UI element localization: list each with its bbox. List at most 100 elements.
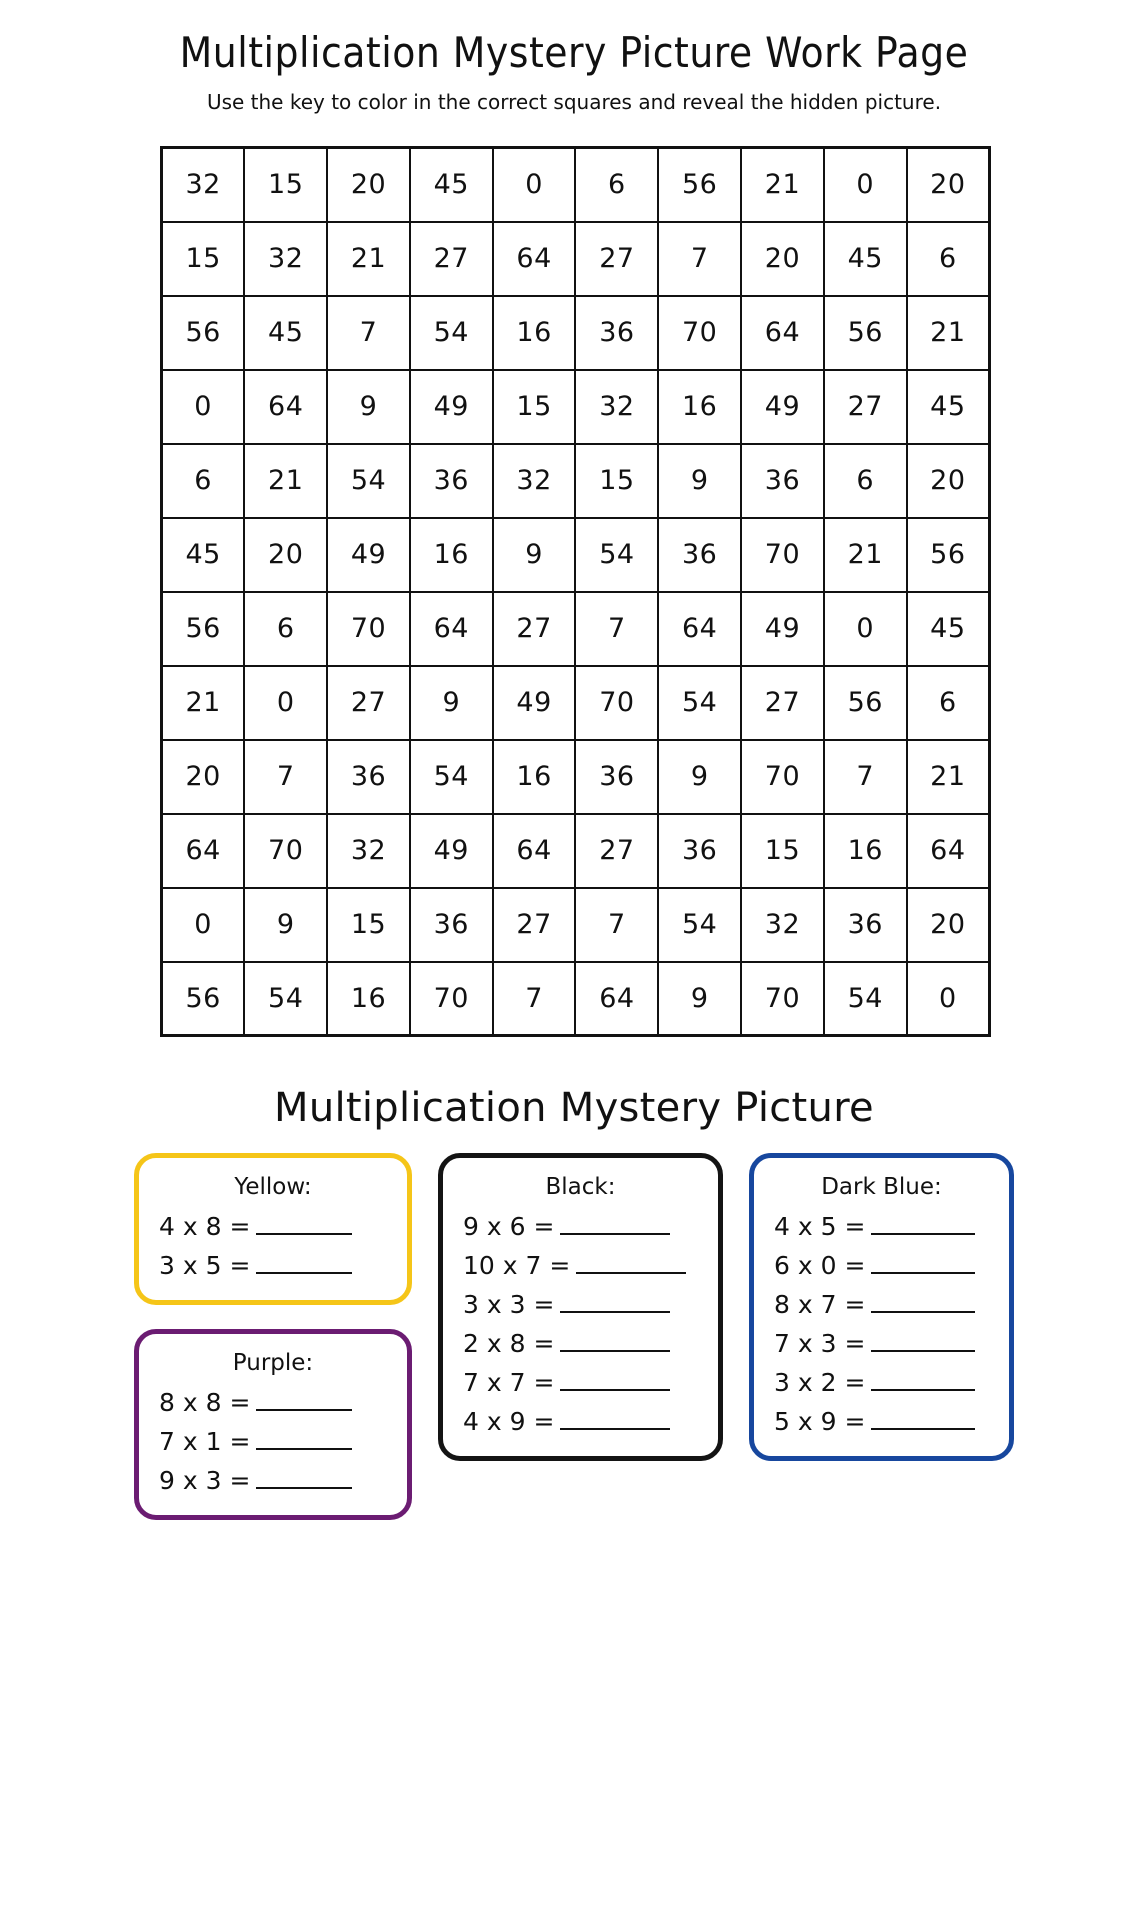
key-problem[interactable]: 3 x 5 = (159, 1251, 387, 1280)
grid-cell[interactable]: 56 (657, 146, 743, 223)
grid-cell[interactable]: 32 (740, 886, 825, 963)
grid-cell[interactable]: 70 (243, 812, 329, 889)
grid-cell[interactable]: 21 (160, 664, 246, 741)
grid-cell[interactable]: 27 (574, 812, 660, 889)
grid-cell[interactable]: 70 (740, 738, 825, 815)
grid-cell[interactable]: 45 (243, 294, 329, 371)
grid-cell[interactable]: 54 (657, 664, 743, 741)
grid-cell[interactable]: 64 (160, 812, 246, 889)
grid-cell[interactable]: 54 (408, 294, 494, 371)
key-problem[interactable]: 7 x 1 = (159, 1427, 387, 1456)
key-problem[interactable]: 9 x 3 = (159, 1466, 387, 1495)
key-problem[interactable]: 2 x 8 = (463, 1329, 698, 1358)
answer-blank[interactable] (256, 1469, 353, 1490)
grid-cell[interactable]: 0 (822, 146, 908, 223)
grid-cell[interactable]: 45 (905, 368, 991, 445)
grid-cell[interactable]: 16 (491, 738, 577, 815)
key-problem[interactable]: 3 x 3 = (463, 1290, 698, 1319)
answer-blank[interactable] (560, 1410, 671, 1431)
grid-cell[interactable]: 54 (243, 960, 329, 1037)
grid-cell[interactable]: 54 (574, 516, 660, 593)
grid-cell[interactable]: 32 (491, 442, 577, 519)
grid-cell[interactable]: 7 (491, 960, 577, 1037)
grid-cell[interactable]: 36 (408, 886, 494, 963)
grid-cell[interactable]: 36 (574, 294, 660, 371)
answer-blank[interactable] (871, 1371, 976, 1392)
key-problem[interactable]: 10 x 7 = (463, 1251, 698, 1280)
answer-blank[interactable] (871, 1410, 976, 1431)
grid-cell[interactable]: 16 (326, 960, 411, 1037)
key-problem[interactable]: 8 x 8 = (159, 1388, 387, 1417)
grid-cell[interactable]: 15 (326, 886, 411, 963)
key-box-purple[interactable]: Purple: 8 x 8 = 7 x 1 = 9 x 3 = (134, 1329, 412, 1521)
grid-cell[interactable]: 27 (408, 220, 494, 297)
grid-cell[interactable]: 56 (905, 516, 991, 593)
grid-cell[interactable]: 6 (574, 146, 660, 223)
key-problem[interactable]: 9 x 6 = (463, 1212, 698, 1241)
grid-cell[interactable]: 21 (740, 146, 825, 223)
grid-cell[interactable]: 36 (740, 442, 825, 519)
grid-cell[interactable]: 36 (657, 516, 743, 593)
grid-cell[interactable]: 0 (491, 146, 577, 223)
grid-cell[interactable]: 32 (160, 146, 246, 223)
grid-cell[interactable]: 20 (905, 146, 991, 223)
answer-blank[interactable] (256, 1430, 353, 1451)
grid-cell[interactable]: 64 (491, 812, 577, 889)
grid-cell[interactable]: 27 (491, 590, 577, 667)
grid-cell[interactable]: 36 (822, 886, 908, 963)
grid-cell[interactable]: 36 (574, 738, 660, 815)
grid-cell[interactable]: 20 (740, 220, 825, 297)
grid-cell[interactable]: 15 (160, 220, 246, 297)
key-problem[interactable]: 4 x 8 = (159, 1212, 387, 1241)
grid-cell[interactable]: 45 (822, 220, 908, 297)
grid-cell[interactable]: 21 (822, 516, 908, 593)
grid-cell[interactable]: 54 (408, 738, 494, 815)
grid-cell[interactable]: 64 (243, 368, 329, 445)
grid-cell[interactable]: 20 (905, 886, 991, 963)
grid-cell[interactable]: 56 (160, 294, 246, 371)
grid-cell[interactable]: 0 (905, 960, 991, 1037)
grid-cell[interactable]: 64 (905, 812, 991, 889)
grid-cell[interactable]: 64 (657, 590, 743, 667)
grid-cell[interactable]: 20 (905, 442, 991, 519)
answer-blank[interactable] (560, 1371, 671, 1392)
grid-cell[interactable]: 70 (657, 294, 743, 371)
grid-cell[interactable]: 16 (657, 368, 743, 445)
answer-blank[interactable] (871, 1254, 976, 1275)
grid-cell[interactable]: 21 (326, 220, 411, 297)
grid-cell[interactable]: 70 (740, 960, 825, 1037)
key-problem[interactable]: 4 x 9 = (463, 1407, 698, 1436)
key-problem[interactable]: 3 x 2 = (774, 1368, 989, 1397)
grid-cell[interactable]: 27 (822, 368, 908, 445)
grid-cell[interactable]: 45 (160, 516, 246, 593)
key-box-dark-blue[interactable]: Dark Blue: 4 x 5 = 6 x 0 = 8 x 7 = 7 (749, 1153, 1014, 1462)
grid-cell[interactable]: 7 (574, 886, 660, 963)
key-problem[interactable]: 7 x 7 = (463, 1368, 698, 1397)
grid-cell[interactable]: 9 (408, 664, 494, 741)
grid-cell[interactable]: 36 (408, 442, 494, 519)
grid-cell[interactable]: 20 (326, 146, 411, 223)
answer-blank[interactable] (256, 1215, 353, 1236)
grid-cell[interactable]: 0 (822, 590, 908, 667)
key-problem[interactable]: 8 x 7 = (774, 1290, 989, 1319)
grid-cell[interactable]: 27 (326, 664, 411, 741)
grid-cell[interactable]: 45 (905, 590, 991, 667)
grid-cell[interactable]: 9 (326, 368, 411, 445)
grid-cell[interactable]: 6 (160, 442, 246, 519)
grid-cell[interactable]: 49 (740, 590, 825, 667)
grid-cell[interactable]: 70 (574, 664, 660, 741)
grid-cell[interactable]: 15 (574, 442, 660, 519)
grid-cell[interactable]: 49 (326, 516, 411, 593)
grid-cell[interactable]: 27 (491, 886, 577, 963)
answer-blank[interactable] (871, 1293, 976, 1314)
grid-cell[interactable]: 6 (822, 442, 908, 519)
grid-cell[interactable]: 6 (905, 664, 991, 741)
grid-cell[interactable]: 7 (822, 738, 908, 815)
grid-cell[interactable]: 20 (243, 516, 329, 593)
grid-cell[interactable]: 0 (243, 664, 329, 741)
grid-cell[interactable]: 36 (326, 738, 411, 815)
grid-cell[interactable]: 21 (243, 442, 329, 519)
grid-cell[interactable]: 54 (822, 960, 908, 1037)
grid-cell[interactable]: 7 (326, 294, 411, 371)
answer-blank[interactable] (560, 1332, 671, 1353)
